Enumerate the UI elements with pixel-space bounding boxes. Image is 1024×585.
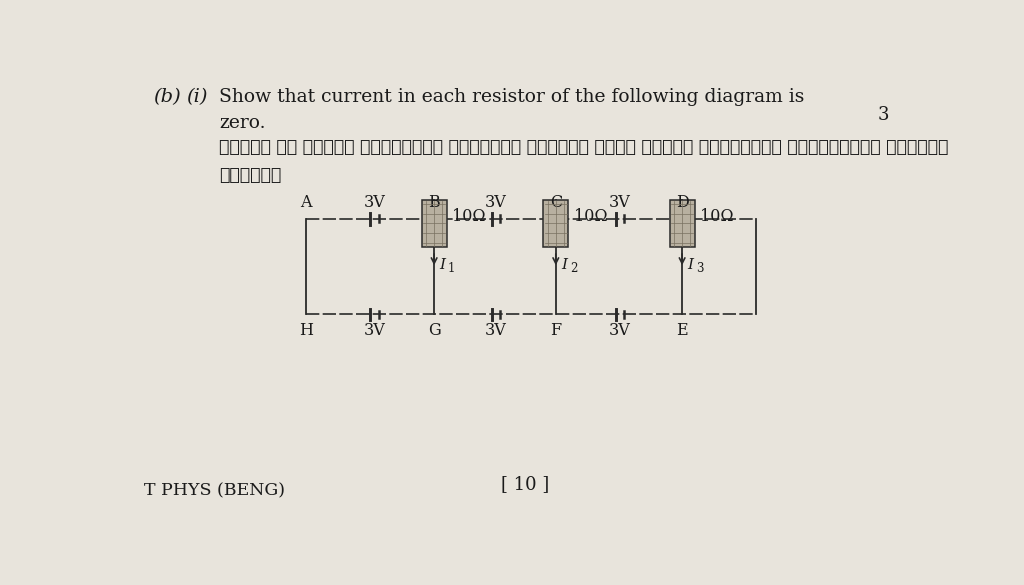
- Text: শূন্য৷: শূন্য৷: [219, 167, 282, 184]
- Text: F: F: [550, 322, 561, 339]
- Text: 2: 2: [569, 262, 578, 276]
- Text: I: I: [439, 258, 445, 272]
- Text: A: A: [300, 194, 312, 211]
- Text: 10Ω: 10Ω: [573, 208, 607, 225]
- Text: 3V: 3V: [364, 322, 385, 339]
- Text: C: C: [550, 194, 562, 211]
- Text: 10Ω: 10Ω: [452, 208, 485, 225]
- Bar: [422, 199, 446, 247]
- Text: 3V: 3V: [609, 194, 631, 211]
- Text: (b): (b): [153, 88, 180, 106]
- Text: 3: 3: [878, 106, 889, 125]
- Text: Show that current in each resistor of the following diagram is: Show that current in each resistor of th…: [219, 88, 805, 106]
- Text: 3V: 3V: [485, 322, 507, 339]
- Text: B: B: [428, 194, 440, 211]
- Text: zero.: zero.: [219, 114, 266, 132]
- Text: T PHYS (BENG): T PHYS (BENG): [143, 482, 285, 499]
- Text: দেখাও যে নিচের চিত্রটির প্রতিটি রোধকের মধ্য দিয়ে প্রবাহিত বিদ্যুতের পরিমাণ: দেখাও যে নিচের চিত্রটির প্রতিটি রোধকের ম…: [219, 138, 949, 156]
- Text: 3V: 3V: [485, 194, 507, 211]
- Text: 3V: 3V: [609, 322, 631, 339]
- Text: H: H: [299, 322, 313, 339]
- Text: D: D: [676, 194, 688, 211]
- Text: I: I: [687, 258, 693, 272]
- Text: (i): (i): [186, 88, 208, 106]
- Text: 1: 1: [449, 262, 456, 276]
- Text: 10Ω: 10Ω: [700, 208, 733, 225]
- Text: I: I: [561, 258, 567, 272]
- Text: 3V: 3V: [364, 194, 385, 211]
- Text: E: E: [676, 322, 688, 339]
- Bar: [544, 199, 568, 247]
- Bar: [670, 199, 694, 247]
- Text: [ 10 ]: [ 10 ]: [501, 475, 549, 493]
- Text: G: G: [428, 322, 440, 339]
- Text: 3: 3: [696, 262, 703, 276]
